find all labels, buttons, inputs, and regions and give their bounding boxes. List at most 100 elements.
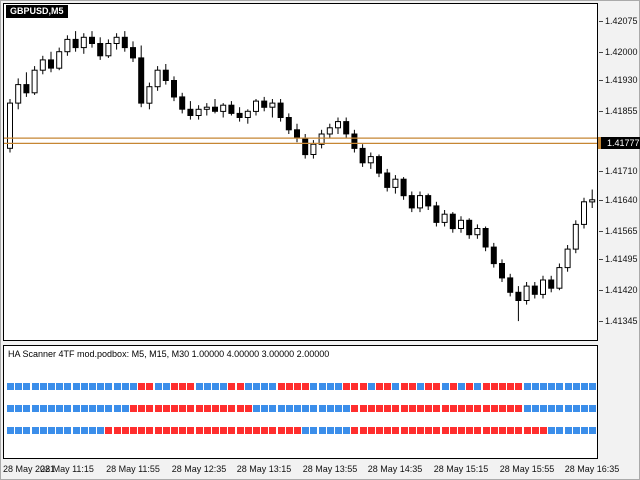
- candlestick: [335, 121, 341, 129]
- ha-cell-m15: [302, 405, 310, 412]
- ha-cell-m5: [203, 383, 211, 390]
- ha-cell-m15: [294, 405, 301, 412]
- time-axis-label: 28 May 12:35: [171, 464, 227, 474]
- candlestick-chart[interactable]: [4, 4, 597, 340]
- ha-cell-m5: [425, 383, 433, 390]
- ha-cell-m30: [523, 427, 531, 434]
- ha-cell-m15: [220, 405, 228, 412]
- ha-cell-m30: [589, 427, 597, 434]
- ha-cell-m15: [179, 405, 187, 412]
- time-axis-label: 28 May 11:55: [106, 464, 160, 474]
- ha-cell-m15: [244, 405, 252, 412]
- candlestick: [425, 195, 432, 207]
- ha-cell-m30: [474, 427, 482, 434]
- ha-cell-m15: [531, 405, 539, 412]
- price-axis-label: 1.41420: [599, 285, 638, 295]
- ha-cell-m15: [195, 405, 203, 412]
- candlestick: [154, 69, 161, 88]
- ha-cell-m15: [7, 405, 14, 412]
- ha-cell-m5: [162, 383, 170, 390]
- candlestick: [294, 129, 300, 139]
- ha-cell-m15: [318, 405, 326, 412]
- time-axis[interactable]: 28 May 2021 28 May 11:15 28 May 11:55 28 Ma…: [1, 461, 640, 480]
- ha-cell-m15: [56, 405, 64, 412]
- ha-cell-m5: [335, 383, 342, 390]
- ha-cell-m15: [261, 405, 269, 412]
- ha-cell-m30: [138, 427, 146, 434]
- ha-cell-m5: [154, 383, 162, 390]
- ha-cell-m5: [212, 383, 219, 390]
- ha-cell-m15: [581, 405, 588, 412]
- ha-cell-m30: [228, 427, 236, 434]
- candlestick: [80, 36, 87, 49]
- ha-cell-m5: [449, 383, 457, 390]
- ha-cell-m30: [253, 427, 260, 434]
- ha-cell-m30: [531, 427, 539, 434]
- main-chart-window[interactable]: GBPUSD,M5: [3, 3, 598, 341]
- ha-cell-m30: [39, 427, 47, 434]
- ha-cell-m30: [351, 427, 359, 434]
- ha-cell-m15: [384, 405, 392, 412]
- ha-cell-m5: [80, 383, 88, 390]
- ha-cell-m15: [203, 405, 211, 412]
- price-axis-label: 1.41855: [599, 106, 638, 116]
- ha-cell-m5: [15, 383, 23, 390]
- ha-cell-m15: [392, 405, 400, 412]
- ha-cell-m5: [482, 383, 490, 390]
- candlestick: [89, 36, 95, 44]
- candlestick: [23, 84, 30, 94]
- candlestick: [326, 127, 333, 135]
- candlestick: [384, 172, 391, 188]
- ha-cell-m15: [359, 405, 367, 412]
- time-axis-label: 28 May 2021: [3, 464, 56, 474]
- ha-cell-m30: [72, 427, 80, 434]
- candlestick: [466, 219, 473, 236]
- candlestick: [564, 248, 571, 269]
- ha-cell-m30: [269, 427, 277, 434]
- ha-cell-m30: [564, 427, 572, 434]
- candlestick: [556, 267, 563, 289]
- ha-cell-m5: [138, 383, 146, 390]
- ha-cell-m5: [179, 383, 187, 390]
- ha-cell-m30: [146, 427, 154, 434]
- price-axis-label: 1.41640: [599, 195, 638, 205]
- ha-cell-m30: [540, 427, 547, 434]
- ha-cell-m30: [244, 427, 252, 434]
- price-axis-label: 1.42075: [599, 16, 638, 26]
- ha-cell-m5: [48, 383, 55, 390]
- candlestick: [474, 228, 481, 236]
- ha-cell-m30: [556, 427, 564, 434]
- ha-cell-m30: [417, 427, 424, 434]
- ha-cell-m15: [269, 405, 277, 412]
- ha-cell-m15: [523, 405, 531, 412]
- candlestick: [162, 69, 169, 81]
- ha-cell-m30: [7, 427, 14, 434]
- candlestick: [277, 102, 284, 118]
- ha-cell-m15: [236, 405, 244, 412]
- ha-cell-m30: [261, 427, 269, 434]
- ha-cell-m30: [220, 427, 228, 434]
- ha-cell-m30: [130, 427, 137, 434]
- candlestick: [408, 195, 415, 209]
- indicator-subwindow[interactable]: HA Scanner 4TF mod.podbox: M5, M15, M30 …: [3, 345, 598, 459]
- ha-cell-m5: [244, 383, 252, 390]
- ha-cell-m5: [277, 383, 285, 390]
- price-axis[interactable]: 1.41777 1.42075 1.42000 1.41930 1.41855 1.41…: [598, 1, 640, 460]
- ha-cell-m30: [48, 427, 55, 434]
- ha-cell-m5: [384, 383, 392, 390]
- ha-cell-m5: [220, 383, 228, 390]
- ha-cell-m5: [195, 383, 203, 390]
- ha-cell-m5: [359, 383, 367, 390]
- ha-cell-m30: [179, 427, 187, 434]
- candlestick: [31, 69, 38, 94]
- candlestick: [548, 279, 555, 289]
- ha-cell-m30: [581, 427, 588, 434]
- candlestick: [130, 47, 136, 59]
- time-axis-label: 28 May 11:15: [40, 464, 94, 474]
- ha-cell-m15: [15, 405, 23, 412]
- ha-cell-m5: [113, 383, 121, 390]
- ha-cell-m15: [335, 405, 342, 412]
- ha-cell-m15: [507, 405, 515, 412]
- ha-cell-m30: [376, 427, 383, 434]
- ha-cell-m15: [408, 405, 416, 412]
